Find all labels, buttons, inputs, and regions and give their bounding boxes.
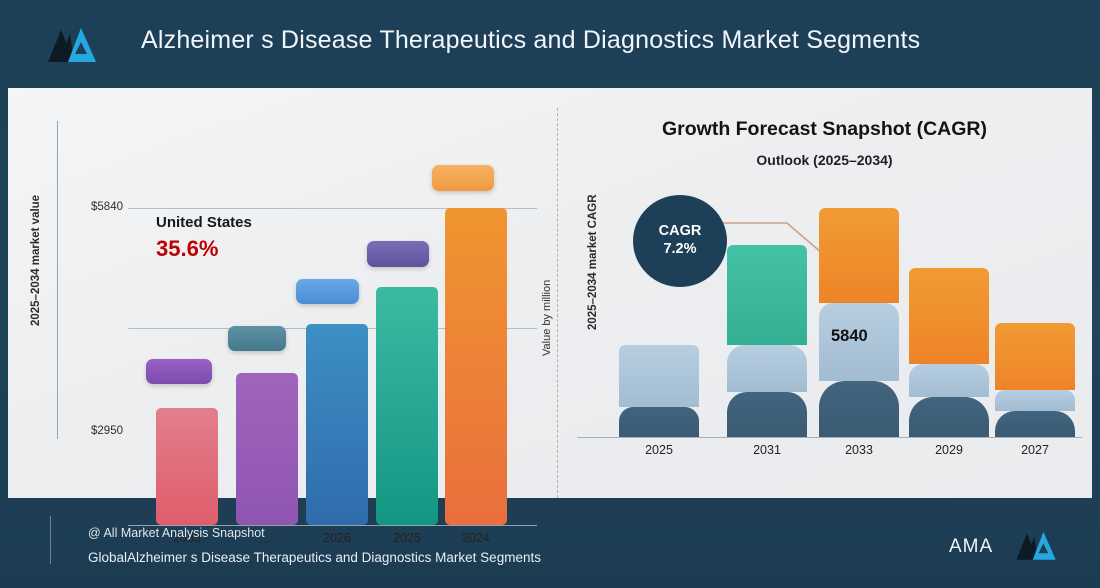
right-chart-subtitle: Outlook (2025–2034) xyxy=(756,152,893,168)
bar-2033[interactable] xyxy=(156,408,218,525)
bar-ellipsis[interactable] xyxy=(236,373,298,525)
cagr-badge: CAGR 7.2% xyxy=(633,195,727,287)
right-chart: 2025–2034 market CAGR Growth Forecast Sn… xyxy=(557,88,1092,498)
right-chart-x-tick-4: 2027 xyxy=(1021,443,1049,457)
segment-top-orange xyxy=(995,323,1075,390)
right-chart-baseline xyxy=(577,437,1082,438)
stacked-bar-2029[interactable] xyxy=(909,268,989,437)
segment-mid xyxy=(819,303,899,381)
right-chart-y-axis-label: 2025–2034 market CAGR xyxy=(587,194,599,330)
left-chart-region-value: 35.6% xyxy=(156,236,219,261)
segment-base xyxy=(909,397,989,437)
page-header: Alzheimer s Disease Therapeutics and Dia… xyxy=(0,0,1100,88)
footer-line-2: GlobalAlzheimer s Disease Therapeutics a… xyxy=(88,550,541,565)
left-chart-x-tick-3: 2025 xyxy=(393,531,421,545)
left-chart-x-tick-1: ..... xyxy=(260,534,274,545)
left-chart-baseline xyxy=(128,525,537,526)
ama-mountain-logo-icon xyxy=(44,24,100,64)
footer-line-1: @ All Market Analysis Snapshot xyxy=(88,526,265,540)
left-chart-y-tick-lower: $2950 xyxy=(91,425,123,437)
left-chart-region-label: United States xyxy=(156,214,252,231)
footer-ama-mountain-logo-icon xyxy=(1013,528,1059,562)
right-chart-x-tick-1: 2031 xyxy=(753,443,781,457)
page-footer xyxy=(0,498,1100,588)
left-chart-x-tick-0: 2033 xyxy=(173,531,201,545)
left-chart-y-axis-line xyxy=(57,121,58,439)
left-chart: 2025–2034 market value United States 35.… xyxy=(8,88,557,545)
page-title: Alzheimer s Disease Therapeutics and Dia… xyxy=(141,26,921,54)
bar-cap-2 xyxy=(296,279,359,304)
right-chart-x-tick-2: 2033 xyxy=(845,443,873,457)
panel-divider xyxy=(557,108,558,498)
stacked-bar-2027[interactable] xyxy=(995,323,1075,437)
bar-2026[interactable] xyxy=(306,324,368,525)
left-chart-y-tick-upper: $5840 xyxy=(91,201,123,213)
right-chart-title: Growth Forecast Snapshot (CAGR) xyxy=(661,118,988,140)
segment-mid xyxy=(727,345,807,392)
segment-base xyxy=(819,381,899,437)
left-chart-y-axis-label: 2025–2034 market value xyxy=(30,194,42,326)
gridline-upper xyxy=(128,208,537,209)
bar-cap-3 xyxy=(367,241,429,267)
bar-cap-1 xyxy=(228,326,286,351)
footer-accent-rule xyxy=(50,516,51,564)
segment-mid xyxy=(619,345,699,407)
right-chart-x-tick-3: 2029 xyxy=(935,443,963,457)
segment-base xyxy=(727,392,807,437)
right-chart-callout-value: 5840 xyxy=(831,327,868,345)
bar-2025[interactable] xyxy=(376,287,438,525)
left-chart-x-tick-4: 2024 xyxy=(462,531,490,545)
stacked-bar-2033[interactable] xyxy=(819,208,899,437)
segment-base xyxy=(619,407,699,437)
footer-brand-text: AMA xyxy=(949,536,994,557)
right-chart-x-tick-0: 2025 xyxy=(645,443,673,457)
left-chart-x-tick-2: 2026 xyxy=(323,531,351,545)
cagr-badge-label: CAGR xyxy=(658,223,702,240)
segment-base xyxy=(995,411,1075,437)
cagr-badge-value: 7.2% xyxy=(663,241,697,257)
segment-mid xyxy=(995,390,1075,411)
stacked-bar-2031[interactable] xyxy=(727,245,807,437)
segment-top-orange xyxy=(909,268,989,364)
stacked-bar-2025[interactable] xyxy=(619,345,699,437)
segment-mid xyxy=(909,364,989,397)
segment-top-teal xyxy=(727,245,807,345)
bar-2024[interactable] xyxy=(445,208,507,525)
left-chart-value-axis-label: Value by million xyxy=(541,279,553,356)
segment-top-orange xyxy=(819,208,899,303)
bar-cap-4 xyxy=(432,165,494,191)
bar-cap-0 xyxy=(146,359,212,384)
